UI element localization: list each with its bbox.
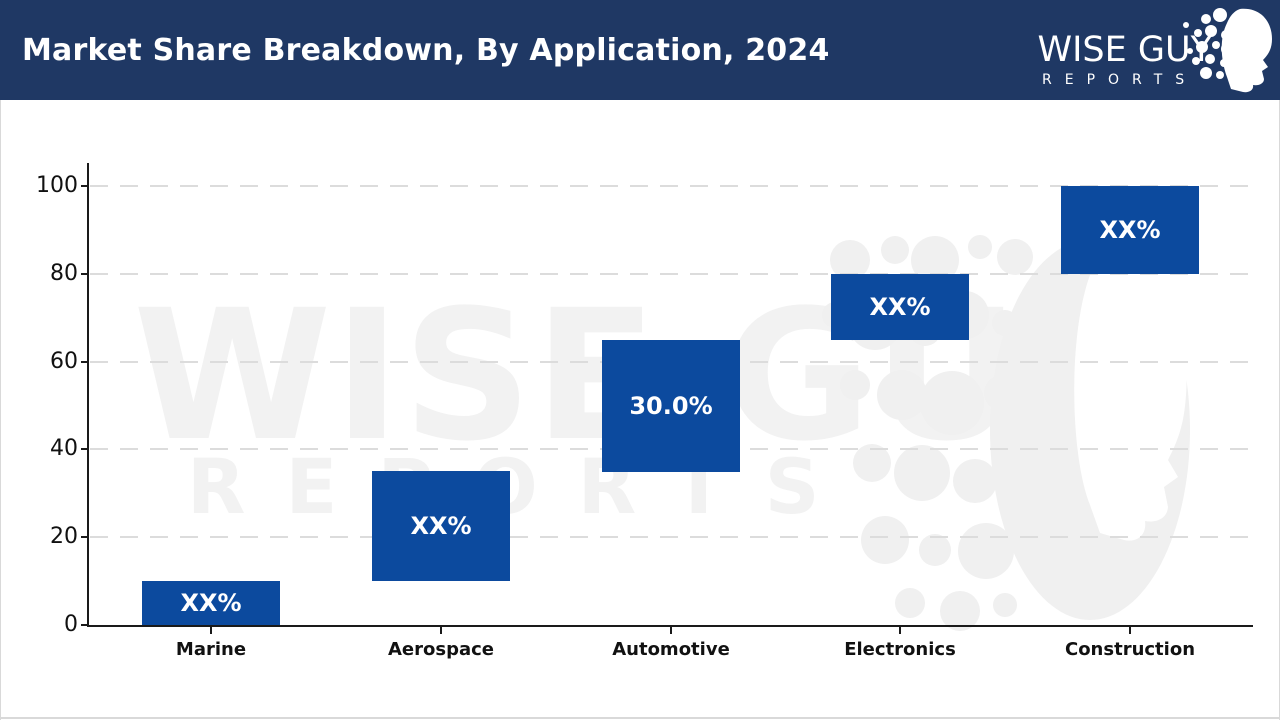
gridline-100 xyxy=(90,185,1253,187)
x-tick-marine xyxy=(210,627,212,634)
bar-value-label: XX% xyxy=(1099,216,1161,244)
y-tick-0 xyxy=(81,624,87,626)
x-category-label-automotive: Automotive xyxy=(612,639,730,660)
bar-automotive: 30.0% xyxy=(602,340,740,472)
bar-value-label: XX% xyxy=(869,293,931,321)
x-tick-aerospace xyxy=(440,627,442,634)
y-tick-label-20: 20 xyxy=(50,524,78,549)
bar-construction: XX% xyxy=(1061,186,1199,274)
page-title: Market Share Breakdown, By Application, … xyxy=(22,32,830,68)
logo-head-dots-icon xyxy=(1183,8,1272,93)
bottom-border xyxy=(0,717,1280,719)
y-tick-label-0: 0 xyxy=(64,612,78,637)
y-tick-40 xyxy=(81,448,87,450)
bar-value-label: XX% xyxy=(180,589,242,617)
bar-value-label: XX% xyxy=(410,512,472,540)
logo-subtitle: REPORTS xyxy=(1042,72,1197,88)
y-tick-20 xyxy=(81,536,87,538)
y-axis-line xyxy=(87,163,89,627)
x-axis-line xyxy=(87,625,1253,627)
y-tick-label-100: 100 xyxy=(36,173,78,198)
x-category-label-electronics: Electronics xyxy=(844,639,956,660)
x-tick-construction xyxy=(1129,627,1131,634)
logo-wordmark: WISE GUY xyxy=(1037,30,1212,70)
x-category-label-marine: Marine xyxy=(175,639,247,660)
gridline-80 xyxy=(90,273,1253,275)
wise-guy-reports-logo: WISE GUY REPORTS xyxy=(1037,8,1272,93)
watermark-head-dots-icon xyxy=(822,235,1190,631)
bar-aerospace: XX% xyxy=(372,471,510,581)
bar-marine: XX% xyxy=(142,581,280,625)
x-category-label-aerospace: Aerospace xyxy=(387,639,494,660)
left-border xyxy=(0,100,1,720)
y-tick-60 xyxy=(81,361,87,363)
bar-value-label: 30.0% xyxy=(629,392,713,420)
y-tick-100 xyxy=(81,185,87,187)
watermark-subtitle: REPORTS xyxy=(187,442,860,531)
gridline-20 xyxy=(90,536,1253,538)
header-bar: Market Share Breakdown, By Application, … xyxy=(0,0,1280,100)
x-tick-automotive xyxy=(670,627,672,634)
x-tick-electronics xyxy=(899,627,901,634)
y-tick-label-80: 80 xyxy=(50,261,78,286)
y-tick-label-60: 60 xyxy=(50,349,78,374)
y-tick-80 xyxy=(81,273,87,275)
y-tick-label-40: 40 xyxy=(50,436,78,461)
bar-electronics: XX% xyxy=(831,274,969,340)
x-category-label-construction: Construction xyxy=(1064,639,1196,660)
